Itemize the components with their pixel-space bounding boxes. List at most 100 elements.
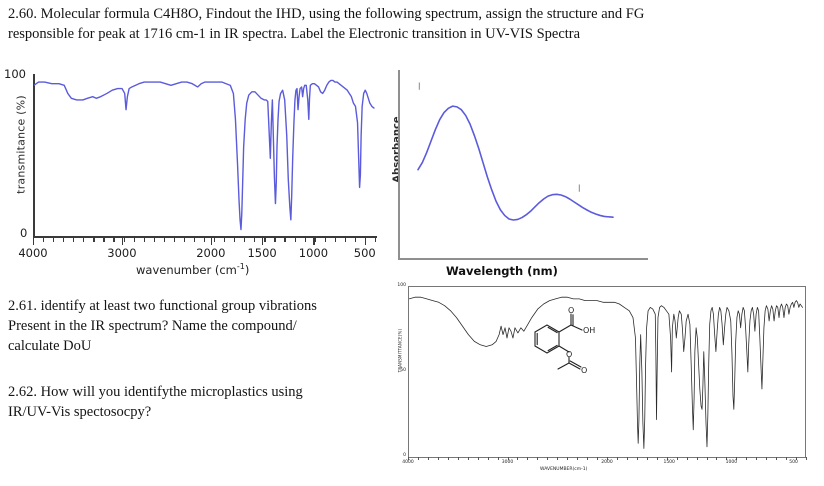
ir-aspirin-tick-minor: [408, 457, 409, 460]
question-2-61-line-2: Present in the IR spectrum? Name the com…: [8, 318, 297, 334]
ir-aspirin-tick-minor: [686, 457, 688, 460]
ir-left-tick-major: [364, 237, 366, 245]
ir-aspirin-tick-minor: [766, 457, 768, 460]
ir-aspirin-tick-minor: [607, 457, 608, 460]
ir-aspirin-tick-minor: [417, 457, 419, 460]
ir-left-tick-minor: [43, 237, 45, 242]
ir-left-y-tick-0: 0: [20, 226, 28, 240]
question-2-60-line-2: responsible for peak at 1716 cm-1 in IR …: [8, 26, 581, 42]
ir-aspirin-tick-minor: [626, 457, 628, 460]
ir-left-tick-minor: [153, 237, 155, 242]
ir-left-tick-minor: [113, 237, 115, 242]
ir-aspirin-tick-minor: [786, 457, 788, 460]
ir-left-tick-minor: [53, 237, 55, 242]
ir-aspirin-y-tick-100: 100: [397, 283, 406, 288]
ir-left-tick-minor: [214, 237, 216, 242]
structure-label-hydroxyl: OH: [583, 326, 595, 335]
ir-left-y-axis-label: transmitance (%): [14, 95, 28, 194]
ir-left-tick-major: [313, 237, 315, 245]
ir-aspirin-tick-minor: [507, 457, 509, 460]
ir-left-tick-minor: [264, 237, 266, 242]
ir-left-tick-minor: [173, 237, 175, 242]
ir-left-tick-minor: [294, 237, 296, 242]
ir-aspirin-tick-minor: [537, 457, 539, 460]
ir-aspirin-tick-minor: [597, 457, 599, 460]
ir-aspirin-tick-minor: [527, 457, 529, 460]
ir-left-tick-minor: [314, 237, 316, 242]
question-text-top: 2.60. Molecular formula C4H8O, Findout t…: [8, 4, 814, 44]
ir-aspirin-y-tick-0: 0: [403, 453, 406, 458]
ir-aspirin-tick-minor: [547, 457, 549, 460]
ir-left-tick-minor: [344, 237, 346, 242]
ir-aspirin-tick-minor: [696, 457, 698, 460]
uv-vis-trace: [417, 105, 614, 221]
ir-aspirin-tick-minor: [666, 457, 668, 460]
ir-aspirin-tick-minor: [676, 457, 678, 460]
ir-aspirin-tick-minor: [487, 457, 489, 460]
ir-left-x-tick-label: 1000: [298, 246, 329, 260]
question-2-60-line-1: 2.60. Molecular formula C4H8O, Findout t…: [8, 6, 645, 22]
ir-left-tick-minor: [304, 237, 306, 242]
ir-aspirin-tick-minor: [517, 457, 519, 460]
ir-left-tick-minor: [324, 237, 326, 242]
ir-left-tick-minor: [103, 237, 105, 242]
ir-aspirin-x-tick-label: 500: [789, 460, 798, 465]
ir-left-tick-minor: [93, 237, 95, 242]
question-2-61: 2.61. identify at least two functional g…: [8, 296, 380, 356]
ir-left-trace: [34, 79, 375, 231]
ir-spectrum-chart-aspirin: TRANSMITTANCE(%) 100 50 0 O OH O O 4000 3: [390, 283, 820, 484]
ir-left-x-tick-label: 2000: [196, 246, 226, 260]
ir-left-x-tick-label: 1500: [247, 246, 277, 260]
ir-aspirin-trace: [408, 286, 806, 458]
question-2-62: 2.62. How will you identifythe microplas…: [8, 382, 380, 422]
ir-left-tick-major: [210, 237, 213, 245]
ir-aspirin-tick-minor: [447, 457, 449, 460]
ir-left-tick-major: [33, 237, 35, 245]
ir-aspirin-tick-minor: [477, 457, 479, 460]
ir-aspirin-tick-minor: [776, 457, 778, 460]
ir-aspirin-x-tick-label: 4000: [402, 460, 414, 465]
ir-aspirin-x-tick-label: 1000: [725, 460, 738, 465]
ir-aspirin-tick-minor: [437, 457, 439, 460]
structure-label-carbonyl-o: O: [568, 306, 574, 315]
ir-left-tick-minor: [244, 237, 246, 242]
ir-left-tick-minor: [193, 237, 196, 242]
ir-aspirin-tick-minor: [656, 457, 658, 460]
ir-aspirin-y-tick-50: 50: [400, 368, 406, 373]
ir-left-tick-minor: [254, 237, 256, 242]
ir-left-x-tick-label: 500: [353, 246, 376, 260]
structure-label-acetyl-o: O: [581, 366, 587, 375]
ir-aspirin-tick-minor: [746, 457, 748, 460]
ir-aspirin-tick-minor: [427, 457, 429, 460]
ir-aspirin-tick-minor: [636, 457, 638, 460]
question-2-61-line-3: calculate DoU: [8, 338, 92, 354]
ir-aspirin-x-tick-label: 1500: [663, 460, 675, 465]
ir-left-x-axis-label: wavenumber (cm-1): [136, 262, 250, 277]
ir-aspirin-tick-minor: [577, 457, 579, 460]
ir-aspirin-tick-minor: [457, 457, 459, 460]
ir-aspirin-tick-minor: [646, 457, 648, 460]
ir-aspirin-tick-minor: [587, 457, 589, 460]
ir-left-tick-minor: [234, 237, 236, 242]
ir-left-tick-minor: [133, 237, 135, 242]
ir-left-y-axis-line: [33, 74, 35, 238]
ir-aspirin-tick-minor: [756, 457, 758, 460]
ir-aspirin-tick-minor: [467, 457, 469, 460]
ir-left-tick-minor: [123, 237, 125, 242]
question-2-62-line-2: IR/UV-Vis spectosocpy?: [8, 404, 152, 420]
ir-aspirin-tick-minor: [567, 457, 569, 460]
uv-vis-x-axis-label: Wavelength (nm): [446, 264, 558, 278]
ir-left-tick-minor: [334, 237, 336, 242]
ir-left-tick-minor: [73, 237, 75, 242]
ir-aspirin-tick-minor: [736, 457, 738, 460]
ir-left-y-tick-100: 100: [4, 67, 26, 81]
uv-vis-annotation-2: |: [578, 184, 581, 192]
ir-left-tick-minor: [63, 237, 65, 242]
ir-spectrum-chart-left: transmitance (%) 100 0 4000 3000 2000 1500 1…: [4, 66, 384, 278]
uv-vis-spectrum-chart: Absorbance | | Wavelength (nm): [386, 66, 656, 278]
ir-left-tick-minor: [83, 237, 85, 242]
ir-left-x-axis-line: [33, 236, 377, 238]
structure-label-ester-o: O: [566, 350, 572, 359]
ir-aspirin-tick-minor: [796, 457, 798, 460]
ir-left-tick-minor: [143, 237, 145, 242]
